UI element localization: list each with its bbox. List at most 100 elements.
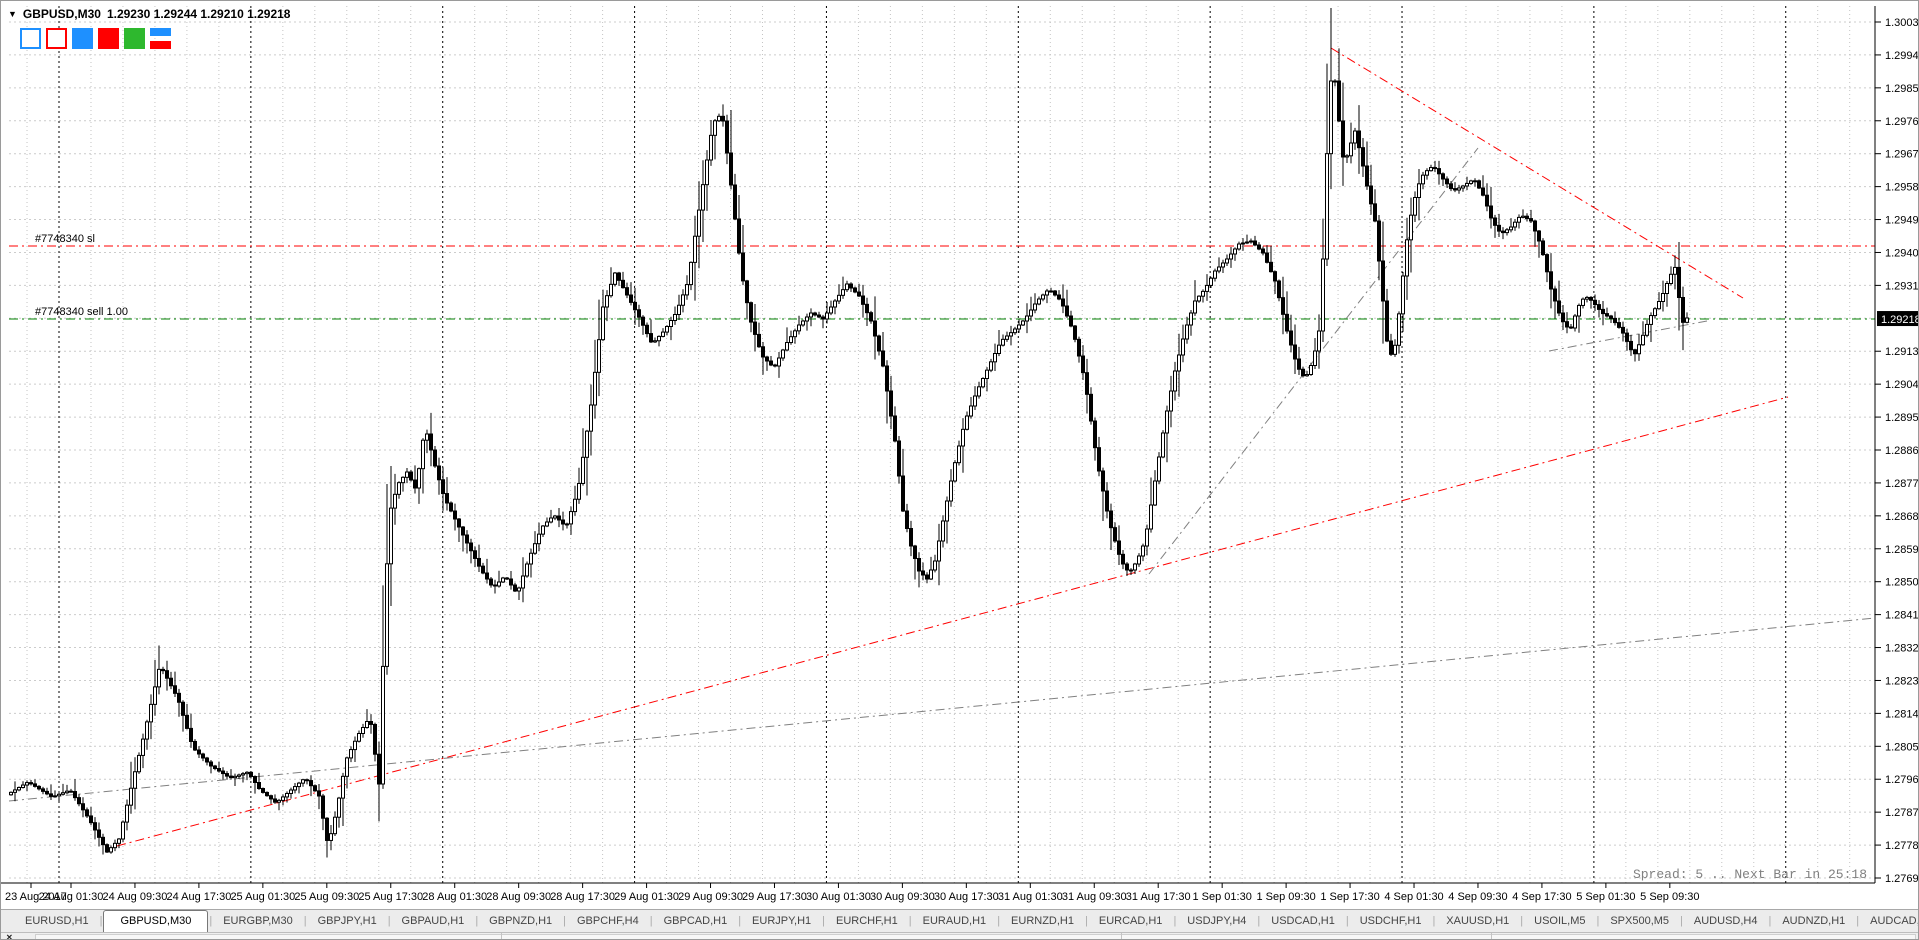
terminal-panel-edge: ✕ bbox=[1, 932, 1918, 940]
blue-red-bars-swatch[interactable] bbox=[150, 28, 171, 49]
tab-gbpusd-m30[interactable]: GBPUSD,M30 bbox=[103, 910, 209, 933]
blue-fill-swatch[interactable] bbox=[72, 28, 93, 49]
trendline[interactable] bbox=[8, 617, 1876, 802]
tab-audusd-h4[interactable]: AUDUSD,H4 bbox=[1693, 915, 1758, 927]
tab-divider: | bbox=[387, 915, 391, 927]
tab-gbpnzd-h1[interactable]: GBPNZD,H1 bbox=[489, 915, 553, 927]
time-axis-label: 30 Aug 09:30 bbox=[870, 891, 935, 903]
day-separators bbox=[58, 6, 1787, 883]
tab-audcad-daily[interactable]: AUDCAD,Daily bbox=[1870, 915, 1918, 927]
tab-usdjpy-h4[interactable]: USDJPY,H4 bbox=[1187, 915, 1247, 927]
order-line-label: #7748340 sl bbox=[35, 233, 95, 245]
trendline[interactable] bbox=[1330, 47, 1744, 299]
tab-divider: | bbox=[99, 915, 103, 927]
tab-gbpcad-h1[interactable]: GBPCAD,H1 bbox=[663, 915, 728, 927]
tab-divider: | bbox=[822, 915, 826, 927]
panel-column-divider bbox=[501, 933, 502, 939]
price-axis-label: 1.29400 bbox=[1885, 247, 1919, 259]
tab-xauusd-h1[interactable]: XAUUSD,H1 bbox=[1446, 915, 1510, 927]
price-chart[interactable]: 1.30030 1.29940 1.29850 1.29760 1.29670 1.295… bbox=[1, 1, 1919, 909]
price-axis-label: 1.29580 bbox=[1885, 182, 1919, 194]
tab-eurgbp-m30[interactable]: EURGBP,M30 bbox=[223, 915, 293, 927]
tab-gbpchf-h4[interactable]: GBPCHF,H4 bbox=[577, 915, 639, 927]
tab-divider: | bbox=[1596, 915, 1600, 927]
price-axis-label: 1.29130 bbox=[1885, 346, 1919, 358]
tab-divider: | bbox=[1432, 915, 1436, 927]
price-axis-label: 1.27870 bbox=[1885, 807, 1919, 819]
tab-audnzd-h1[interactable]: AUDNZD,H1 bbox=[1782, 915, 1846, 927]
tab-usdchf-h1[interactable]: USDCHF,H1 bbox=[1359, 915, 1422, 927]
red-fill-swatch[interactable] bbox=[98, 28, 119, 49]
price-axis-label: 1.27690 bbox=[1885, 873, 1919, 885]
current-price-tag bbox=[1877, 311, 1918, 327]
price-axis-label: 1.29490 bbox=[1885, 215, 1919, 227]
time-axis-label: 24 Aug 01:30 bbox=[39, 891, 104, 903]
price-axis-label: 1.28770 bbox=[1885, 478, 1919, 490]
price-axis-label: 1.27960 bbox=[1885, 774, 1919, 786]
tab-eurchf-h1[interactable]: EURCHF,H1 bbox=[836, 915, 898, 927]
tab-divider: | bbox=[997, 915, 1001, 927]
time-axis-label: 25 Aug 17:30 bbox=[358, 891, 423, 903]
price-axis-label: 1.28140 bbox=[1885, 708, 1919, 720]
tab-divider: | bbox=[1345, 915, 1349, 927]
price-axis[interactable]: 1.30030 1.29940 1.29850 1.29760 1.29670 1.295… bbox=[1, 6, 1919, 885]
price-axis-label: 1.28860 bbox=[1885, 445, 1919, 457]
price-axis-label: 1.28050 bbox=[1885, 741, 1919, 753]
price-axis-label: 1.28680 bbox=[1885, 511, 1919, 523]
tab-usoil-m5[interactable]: USOIL,M5 bbox=[1534, 915, 1586, 927]
time-axis-label: 31 Aug 17:30 bbox=[1126, 891, 1191, 903]
time-axis-label: 30 Aug 17:30 bbox=[934, 891, 999, 903]
tab-divider: | bbox=[1520, 915, 1524, 927]
time-axis-label: 24 Aug 09:30 bbox=[103, 891, 168, 903]
tab-divider: | bbox=[1173, 915, 1177, 927]
tab-divider: | bbox=[209, 915, 213, 927]
tab-divider: | bbox=[563, 915, 566, 927]
price-axis-label: 1.30030 bbox=[1885, 17, 1919, 29]
close-icon[interactable]: ✕ bbox=[6, 933, 13, 940]
current-price-value: 1.29218 bbox=[1881, 314, 1919, 326]
price-axis-label: 1.29940 bbox=[1885, 50, 1919, 62]
price-axis-label: 1.28410 bbox=[1885, 610, 1919, 622]
tab-eurnzd-h1[interactable]: EURNZD,H1 bbox=[1011, 915, 1074, 927]
green-fill-swatch[interactable] bbox=[124, 28, 145, 49]
time-axis-label: 5 Sep 01:30 bbox=[1576, 891, 1635, 903]
tab-gbpjpy-h1[interactable]: GBPJPY,H1 bbox=[317, 915, 377, 927]
tab-divider: | bbox=[738, 915, 742, 927]
time-axis-label: 31 Aug 09:30 bbox=[1062, 891, 1127, 903]
tab-eurusd-h1[interactable]: EURUSD,H1 bbox=[25, 915, 89, 927]
color-swatch-toolbar bbox=[20, 28, 171, 49]
blue-outline-swatch[interactable] bbox=[20, 28, 41, 49]
time-axis-label: 29 Aug 01:30 bbox=[614, 891, 679, 903]
tab-divider: | bbox=[1680, 915, 1683, 927]
time-axis-label: 5 Sep 09:30 bbox=[1640, 891, 1699, 903]
tab-gbpaud-h1[interactable]: GBPAUD,H1 bbox=[401, 915, 465, 927]
spread-nextbar-note: Spread: 5 .. Next Bar in 25:18 bbox=[1633, 867, 1867, 882]
tab-divider: | bbox=[1856, 915, 1860, 927]
tab-divider: | bbox=[1768, 915, 1772, 927]
panel-column-divider bbox=[1491, 933, 1492, 939]
tab-spx500-m5[interactable]: SPX500,M5 bbox=[1610, 915, 1670, 927]
position-lines[interactable] bbox=[9, 245, 1875, 320]
time-axis-label: 4 Sep 17:30 bbox=[1512, 891, 1571, 903]
tab-eurcad-h1[interactable]: EURCAD,H1 bbox=[1098, 915, 1163, 927]
trendline[interactable] bbox=[116, 396, 1789, 847]
time-axis-label: 1 Sep 09:30 bbox=[1256, 891, 1315, 903]
time-axis-label: 28 Aug 09:30 bbox=[486, 891, 551, 903]
price-axis-label: 1.28590 bbox=[1885, 544, 1919, 556]
price-axis-label: 1.28230 bbox=[1885, 675, 1919, 687]
tab-euraud-h1[interactable]: EURAUD,H1 bbox=[922, 915, 987, 927]
time-axis-label: 23 Aug 2017 bbox=[5, 891, 67, 903]
tab-divider: | bbox=[303, 915, 307, 927]
red-outline-swatch[interactable] bbox=[46, 28, 67, 49]
time-axis-label: 28 Aug 01:30 bbox=[422, 891, 487, 903]
time-axis-label: 28 Aug 17:30 bbox=[550, 891, 615, 903]
trend-lines[interactable] bbox=[8, 47, 1876, 847]
tab-eurjpy-h1[interactable]: EURJPY,H1 bbox=[752, 915, 812, 927]
tab-usdcad-h1[interactable]: USDCAD,H1 bbox=[1271, 915, 1335, 927]
time-axis-label: 25 Aug 01:30 bbox=[230, 891, 295, 903]
tab-divider: | bbox=[649, 915, 653, 927]
time-axis-label: 25 Aug 09:30 bbox=[294, 891, 359, 903]
time-axis-label: 4 Sep 09:30 bbox=[1448, 891, 1507, 903]
